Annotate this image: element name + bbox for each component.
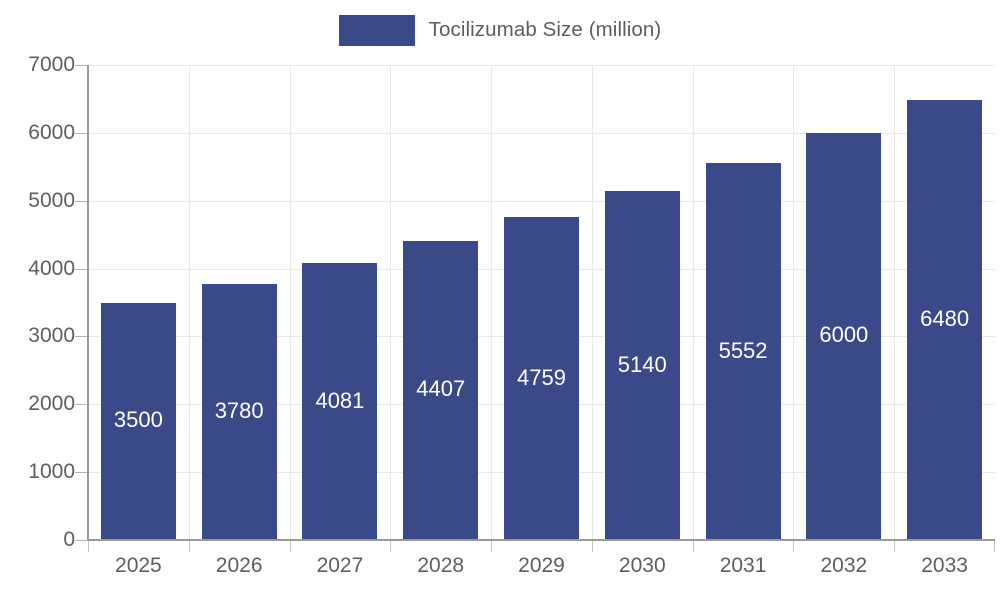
gridline-vertical: [390, 65, 391, 540]
bar-value-label: 4407: [416, 376, 466, 402]
gridline-vertical: [693, 65, 694, 540]
x-axis-tick-mark: [189, 541, 190, 552]
legend-entry-tocilizumab[interactable]: Tocilizumab Size (million): [338, 14, 662, 46]
gridline-vertical: [491, 65, 492, 540]
legend-swatch-tocilizumab: [338, 14, 415, 46]
x-axis-tick-label: 2027: [316, 554, 364, 577]
x-axis-tick-mark: [491, 541, 492, 552]
x-axis-spine: [88, 539, 995, 541]
bar-value-label: 4759: [517, 364, 566, 390]
y-axis-tick-mark: [75, 404, 89, 406]
y-axis-spine: [87, 65, 89, 541]
gridline-vertical: [189, 65, 190, 540]
y-axis-tick-mark: [75, 540, 89, 541]
x-axis-tick-mark: [793, 541, 794, 552]
bar[interactable]: 3500: [100, 302, 176, 540]
gridline-vertical: [894, 65, 895, 540]
y-axis: 0 1000 2000 3000 4000 5000 6000 7000: [0, 0, 89, 600]
bar[interactable]: 4081: [302, 263, 378, 540]
x-axis-tick-label: 2030: [618, 554, 666, 577]
plot-area: 3500 3780 4081 4407 4759 5140 5552 6000 6480: [88, 65, 995, 541]
x-axis-tick-label: 2033: [921, 554, 968, 577]
x-axis-tick-label: 2026: [215, 554, 263, 577]
y-axis-tick-label: 0: [63, 528, 75, 551]
y-axis-tick-mark: [75, 132, 89, 134]
y-axis-tick-label: 3000: [28, 324, 75, 348]
gridline-horizontal: [88, 132, 995, 134]
bar-value-label: 6480: [920, 306, 970, 332]
x-axis-tick-mark: [88, 541, 89, 552]
gridline-horizontal: [88, 200, 995, 202]
x-axis-tick-label: 2028: [417, 554, 465, 577]
x-axis-tick-mark: [592, 541, 593, 552]
bar-value-label: 5140: [617, 351, 667, 377]
x-axis-tick-mark: [994, 541, 995, 552]
gridline-horizontal: [88, 65, 995, 66]
bar[interactable]: 3780: [201, 283, 277, 540]
bar[interactable]: 4759: [503, 217, 580, 540]
y-axis-tick-mark: [75, 200, 89, 202]
bar[interactable]: 6480: [907, 100, 983, 540]
bar-value-label: 5552: [718, 337, 768, 363]
y-axis-tick-label: 6000: [28, 120, 75, 144]
gridline-vertical: [793, 65, 794, 540]
x-axis: 2025 2026 2027 2028 2029 2030 2031 2032 2033: [88, 541, 995, 600]
bar[interactable]: 6000: [806, 132, 882, 540]
bar[interactable]: 4407: [403, 240, 479, 540]
y-axis-tick-mark: [75, 336, 89, 338]
x-axis-tick-mark: [894, 541, 895, 552]
x-axis-tick-label: 2031: [719, 554, 767, 577]
x-axis-tick-label: 2025: [115, 554, 162, 577]
y-axis-tick-label: 5000: [28, 188, 75, 212]
gridline-vertical: [592, 65, 593, 540]
bar-value-label: 6000: [819, 322, 869, 348]
bar-value-label: 4081: [315, 387, 365, 413]
bar[interactable]: 5552: [705, 163, 781, 540]
y-axis-tick-mark: [75, 472, 89, 474]
x-axis-tick-mark: [290, 541, 291, 552]
y-axis-tick-mark: [75, 65, 89, 66]
x-axis-tick-label: 2032: [820, 554, 868, 577]
y-axis-tick-label: 1000: [28, 460, 75, 484]
x-axis-tick-mark: [693, 541, 694, 552]
bar-value-label: 3500: [113, 407, 163, 433]
y-axis-tick-mark: [75, 268, 89, 270]
legend-label-tocilizumab: Tocilizumab Size (million): [428, 18, 662, 41]
chart-legend: Tocilizumab Size (million): [0, 8, 1000, 52]
bar[interactable]: 5140: [604, 191, 680, 540]
x-axis-tick-label: 2029: [518, 554, 565, 577]
y-axis-tick-label: 7000: [28, 53, 75, 76]
y-axis-tick-label: 4000: [28, 256, 75, 280]
bar-value-label: 3780: [214, 397, 264, 423]
x-axis-tick-mark: [390, 541, 391, 552]
y-axis-tick-label: 2000: [28, 392, 75, 416]
gridline-vertical: [290, 65, 291, 540]
